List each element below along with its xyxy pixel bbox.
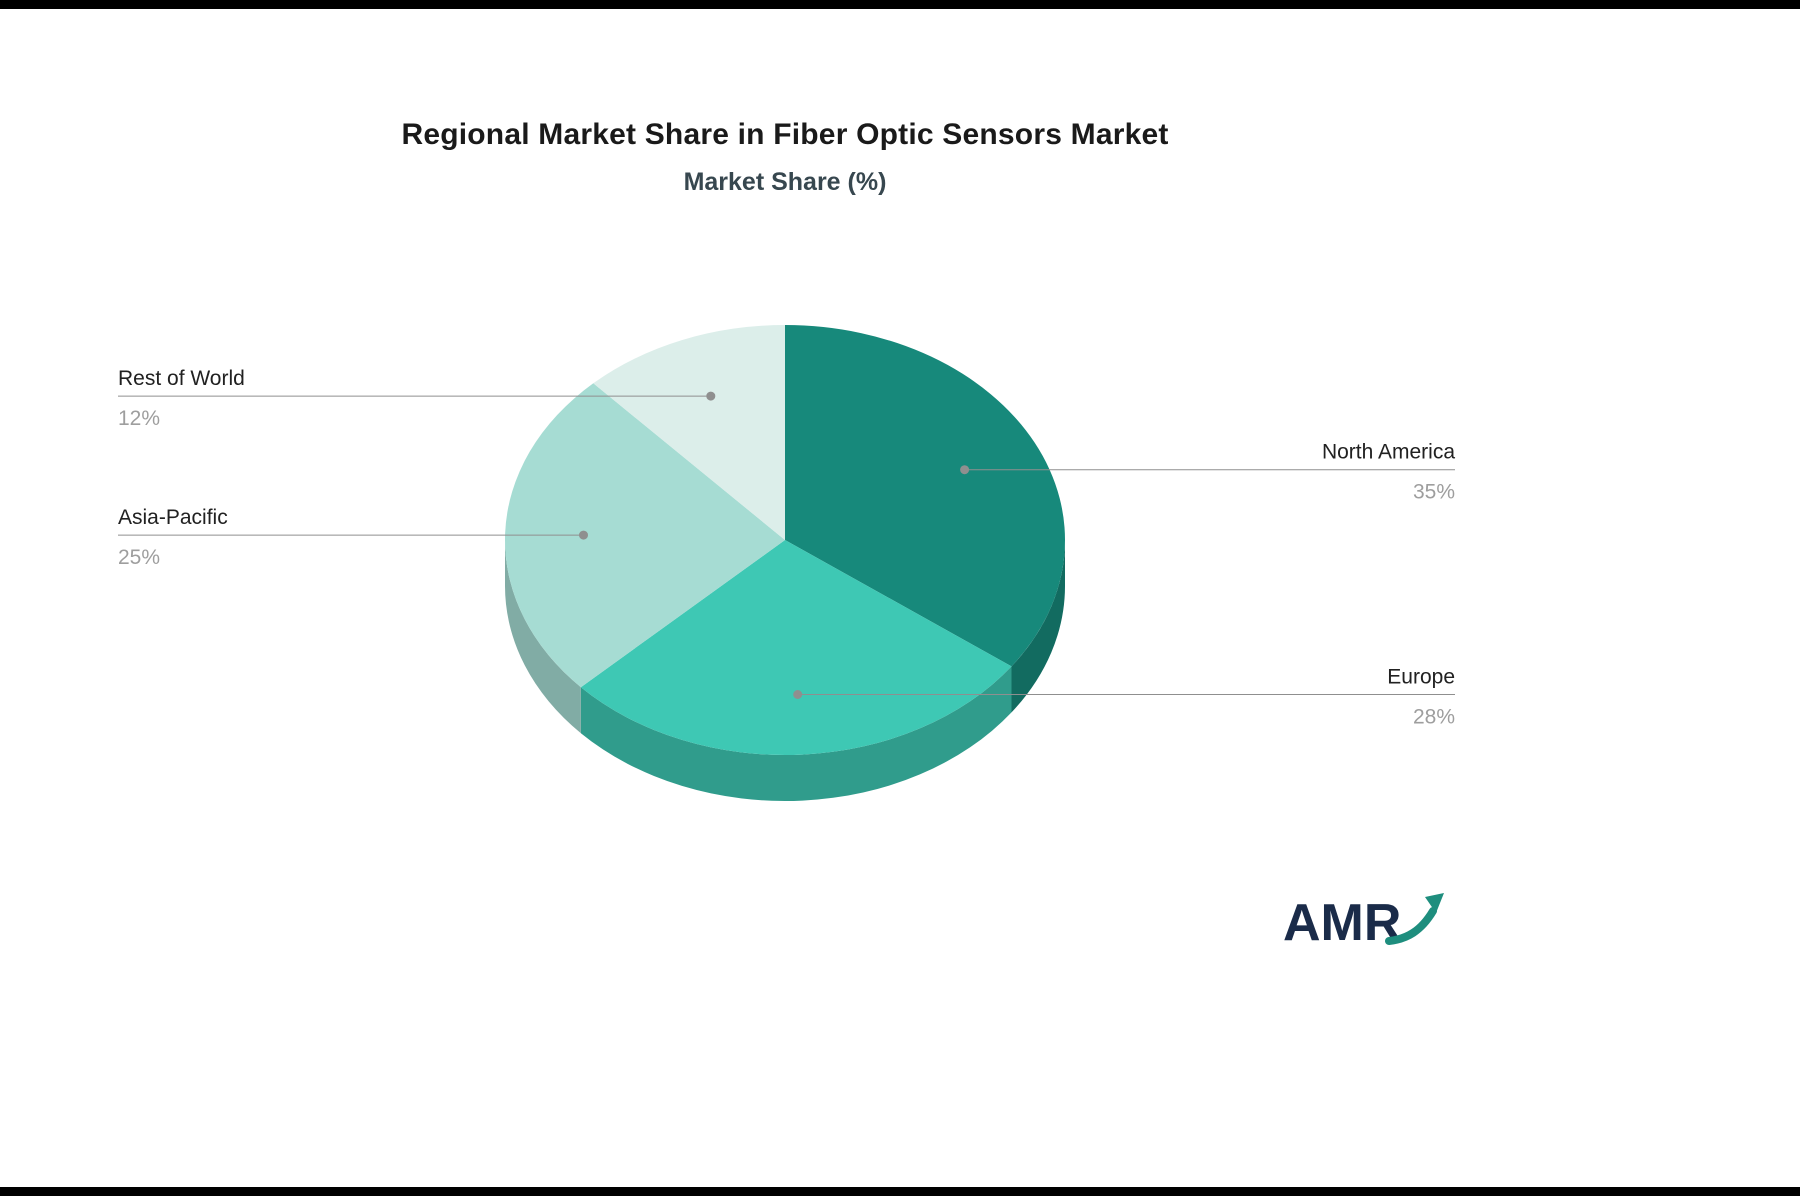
- pie-slice-side-north-america: [1011, 540, 1065, 713]
- top-letterbox: [0, 0, 1800, 9]
- leader-dot-rest-of-world: [706, 391, 716, 401]
- slice-value-rest-of-world: 12%: [118, 407, 160, 430]
- chart-title: Regional Market Share in Fiber Optic Sen…: [401, 118, 1169, 151]
- pie-slice-europe[interactable]: [580, 540, 1012, 756]
- slice-label-north-america: North America: [1322, 441, 1455, 464]
- slice-value-asia-pacific: 25%: [118, 546, 160, 569]
- chart-subtitle: Market Share (%): [683, 168, 887, 196]
- pie-slice-asia-pacific[interactable]: [504, 383, 785, 688]
- pie-slice-rest-of-world[interactable]: [593, 325, 785, 540]
- slice-label-asia-pacific: Asia-Pacific: [118, 506, 228, 529]
- bottom-letterbox: [0, 1187, 1800, 1196]
- pie-slice-side-europe: [580, 666, 1012, 802]
- leader-dot-north-america: [960, 465, 970, 475]
- slice-value-europe: 28%: [1413, 706, 1455, 729]
- slice-label-rest-of-world: Rest of World: [118, 367, 245, 390]
- slice-value-north-america: 35%: [1413, 481, 1455, 504]
- amr-logo: AMR: [1283, 893, 1453, 973]
- logo-text: AMR: [1283, 894, 1402, 952]
- slice-label-europe: Europe: [1387, 666, 1455, 689]
- leader-dot-europe: [793, 690, 803, 699]
- pie-slice-side-asia-pacific: [504, 540, 581, 734]
- logo-arrow-icon: [1385, 893, 1444, 945]
- leader-dot-asia-pacific: [579, 530, 588, 540]
- pie-slice-north-america[interactable]: [785, 325, 1065, 667]
